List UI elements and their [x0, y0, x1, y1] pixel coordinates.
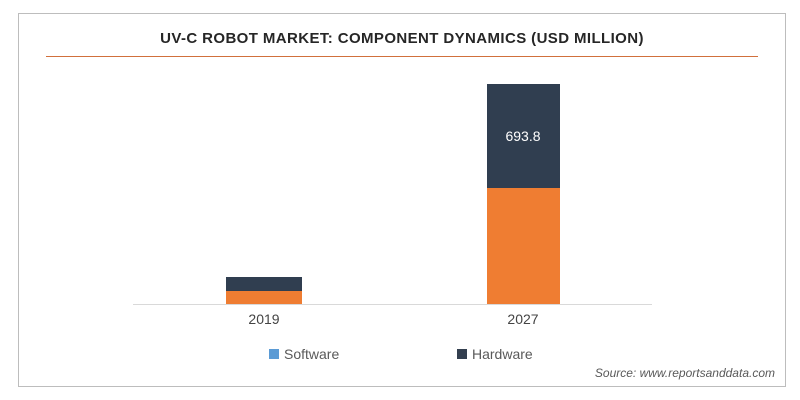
title-underline [46, 56, 758, 57]
x-axis-line [133, 304, 652, 305]
legend-label-hardware: Hardware [472, 346, 533, 362]
source-note: Source: www.reportsanddata.com [594, 366, 775, 380]
bar-segment-software-2019 [226, 291, 302, 304]
chart-legend: Software Hardware [19, 345, 787, 363]
bar-data-label-hardware-2027: 693.8 [505, 128, 541, 144]
legend-label-software: Software [284, 346, 340, 362]
x-tick-label-2019: 2019 [248, 311, 280, 327]
x-tick-label-2027: 2027 [507, 311, 539, 327]
chart-title: UV-C ROBOT MARKET: COMPONENT DYNAMICS (U… [160, 30, 644, 47]
legend-item-software: Software [269, 345, 339, 363]
bar-segment-hardware-2019 [226, 277, 302, 291]
bar-segment-software-2027 [486, 188, 560, 304]
legend-swatch-software [269, 349, 279, 359]
chart-card: UV-C ROBOT MARKET: COMPONENT DYNAMICS (U… [18, 13, 786, 387]
bar-segment-hardware-2027: 693.8 [486, 84, 560, 188]
plot-area: 693.8 2019 2027 [19, 14, 787, 388]
legend-swatch-hardware [457, 349, 467, 359]
legend-item-hardware: Hardware [457, 345, 533, 363]
